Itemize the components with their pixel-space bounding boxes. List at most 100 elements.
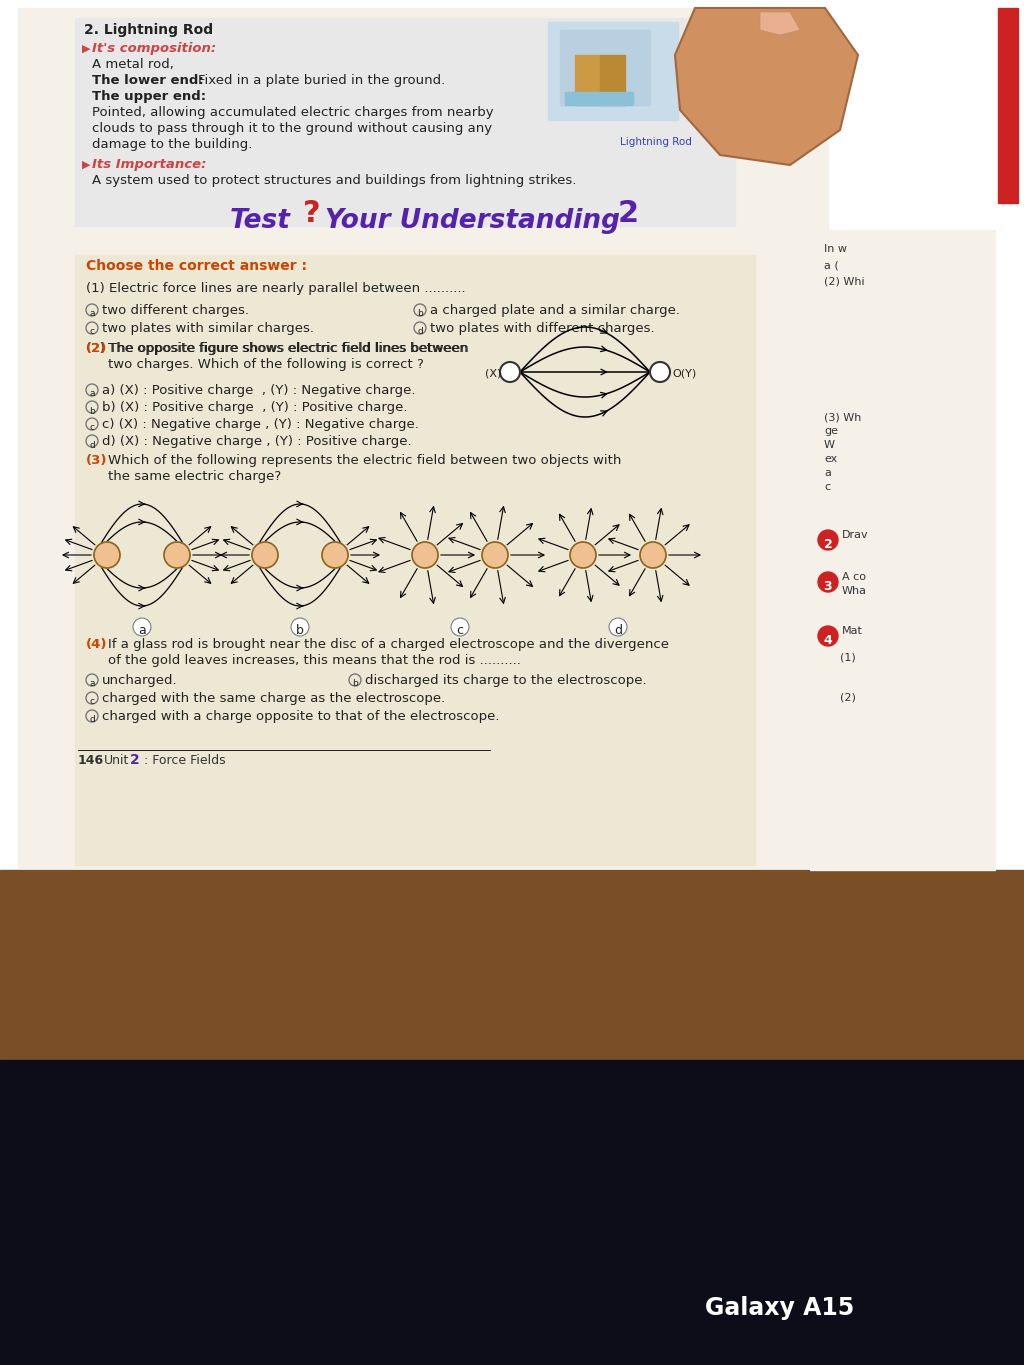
Text: (1): (1) — [840, 652, 856, 662]
Text: ?: ? — [303, 199, 321, 228]
Bar — [0, 1061, 1024, 1365]
Text: the same electric charge?: the same electric charge? — [108, 470, 282, 483]
Text: (4): (4) — [86, 637, 108, 651]
Text: two plates with similar charges.: two plates with similar charges. — [102, 322, 314, 334]
Text: c: c — [457, 625, 464, 637]
Text: 2: 2 — [130, 753, 139, 767]
Circle shape — [164, 542, 190, 568]
Polygon shape — [760, 12, 800, 35]
Text: If a glass rod is brought near the disc of a charged electroscope and the diverg: If a glass rod is brought near the disc … — [108, 637, 669, 651]
Text: O(Y): O(Y) — [672, 369, 696, 378]
Bar — [548, 22, 678, 120]
Text: a (: a ( — [824, 259, 839, 270]
Text: : Force Fields: : Force Fields — [140, 753, 225, 767]
Text: 146: 146 — [78, 753, 104, 767]
Bar — [560, 30, 650, 105]
Text: a: a — [89, 310, 95, 318]
Text: c: c — [89, 423, 94, 433]
Polygon shape — [675, 8, 858, 165]
Text: d: d — [417, 328, 423, 337]
Text: (2): (2) — [840, 692, 856, 702]
Text: b: b — [352, 680, 357, 688]
Text: b: b — [417, 310, 423, 318]
Circle shape — [133, 618, 151, 636]
Text: 3: 3 — [823, 580, 833, 592]
Text: a: a — [824, 468, 830, 478]
Text: Its Importance:: Its Importance: — [92, 158, 207, 171]
Text: a charged plate and a similar charge.: a charged plate and a similar charge. — [430, 304, 680, 317]
Text: ex: ex — [824, 455, 838, 464]
Text: charged with a charge opposite to that of the electroscope.: charged with a charge opposite to that o… — [102, 710, 500, 723]
Circle shape — [252, 542, 278, 568]
Text: b: b — [89, 407, 95, 415]
Bar — [18, 8, 828, 868]
Text: c) (X) : Negative charge , (Y) : Negative charge.: c) (X) : Negative charge , (Y) : Negativ… — [102, 418, 419, 431]
Text: Your Understanding: Your Understanding — [325, 207, 620, 233]
Text: a: a — [89, 389, 95, 399]
Text: (1) Electric force lines are nearly parallel between ..........: (1) Electric force lines are nearly para… — [86, 283, 466, 295]
Text: clouds to pass through it to the ground without causing any: clouds to pass through it to the ground … — [92, 121, 493, 135]
Text: Unit: Unit — [104, 753, 129, 767]
Circle shape — [291, 618, 309, 636]
Text: It's composition:: It's composition: — [92, 42, 216, 55]
Text: d) (X) : Negative charge , (Y) : Positive charge.: d) (X) : Negative charge , (Y) : Positiv… — [102, 435, 412, 448]
Text: Mat: Mat — [842, 627, 863, 636]
Circle shape — [94, 542, 120, 568]
Text: Wha: Wha — [842, 586, 867, 597]
Text: Drav: Drav — [842, 530, 868, 541]
Text: ▶: ▶ — [82, 160, 90, 171]
Text: Choose the correct answer :: Choose the correct answer : — [86, 259, 307, 273]
Text: 2: 2 — [823, 538, 833, 550]
Text: (3) Wh: (3) Wh — [824, 412, 861, 422]
Text: ▶: ▶ — [82, 44, 90, 55]
Text: (2): (2) — [86, 343, 108, 355]
Text: (X): (X) — [485, 369, 502, 378]
Circle shape — [412, 542, 438, 568]
Text: two plates with different charges.: two plates with different charges. — [430, 322, 654, 334]
Text: discharged its charge to the electroscope.: discharged its charge to the electroscop… — [365, 674, 646, 687]
Text: 2. Lightning Rod: 2. Lightning Rod — [84, 23, 213, 37]
Text: c: c — [89, 328, 94, 337]
Circle shape — [818, 627, 838, 646]
Circle shape — [482, 542, 508, 568]
Bar — [565, 91, 633, 105]
Bar — [575, 55, 600, 105]
Bar — [810, 229, 995, 870]
Text: In w: In w — [824, 244, 847, 254]
Text: b: b — [296, 625, 304, 637]
Text: a: a — [138, 625, 145, 637]
Text: a: a — [89, 680, 95, 688]
Text: Lightning Rod: Lightning Rod — [620, 136, 692, 147]
Bar — [75, 255, 755, 865]
Text: ge: ge — [824, 426, 838, 435]
Circle shape — [322, 542, 348, 568]
Circle shape — [818, 530, 838, 550]
Text: d: d — [89, 715, 95, 725]
Text: A co: A co — [842, 572, 866, 581]
Bar — [600, 55, 625, 105]
Text: two charges. Which of the following is correct ?: two charges. Which of the following is c… — [108, 358, 424, 371]
Text: 2: 2 — [618, 199, 639, 228]
Text: Which of the following represents the electric field between two objects with: Which of the following represents the el… — [108, 455, 622, 467]
Circle shape — [451, 618, 469, 636]
Text: c: c — [824, 482, 830, 491]
Bar — [0, 870, 1024, 1365]
Text: uncharged.: uncharged. — [102, 674, 177, 687]
Text: damage to the building.: damage to the building. — [92, 138, 252, 152]
Text: W: W — [824, 440, 835, 450]
Circle shape — [500, 362, 520, 382]
Circle shape — [640, 542, 666, 568]
Text: The lower end:: The lower end: — [92, 74, 204, 87]
Text: Fixed in a plate buried in the ground.: Fixed in a plate buried in the ground. — [198, 74, 445, 87]
Text: c: c — [89, 698, 94, 707]
Text: Test: Test — [230, 207, 291, 233]
Text: The upper end:: The upper end: — [92, 90, 206, 102]
Text: Galaxy A15: Galaxy A15 — [705, 1295, 854, 1320]
Text: d: d — [614, 625, 622, 637]
Text: a) (X) : Positive charge  , (Y) : Negative charge.: a) (X) : Positive charge , (Y) : Negativ… — [102, 384, 416, 397]
Text: charged with the same charge as the electroscope.: charged with the same charge as the elec… — [102, 692, 445, 704]
Circle shape — [650, 362, 670, 382]
Circle shape — [570, 542, 596, 568]
Bar — [75, 18, 735, 227]
Text: (2) Whi: (2) Whi — [824, 276, 864, 287]
